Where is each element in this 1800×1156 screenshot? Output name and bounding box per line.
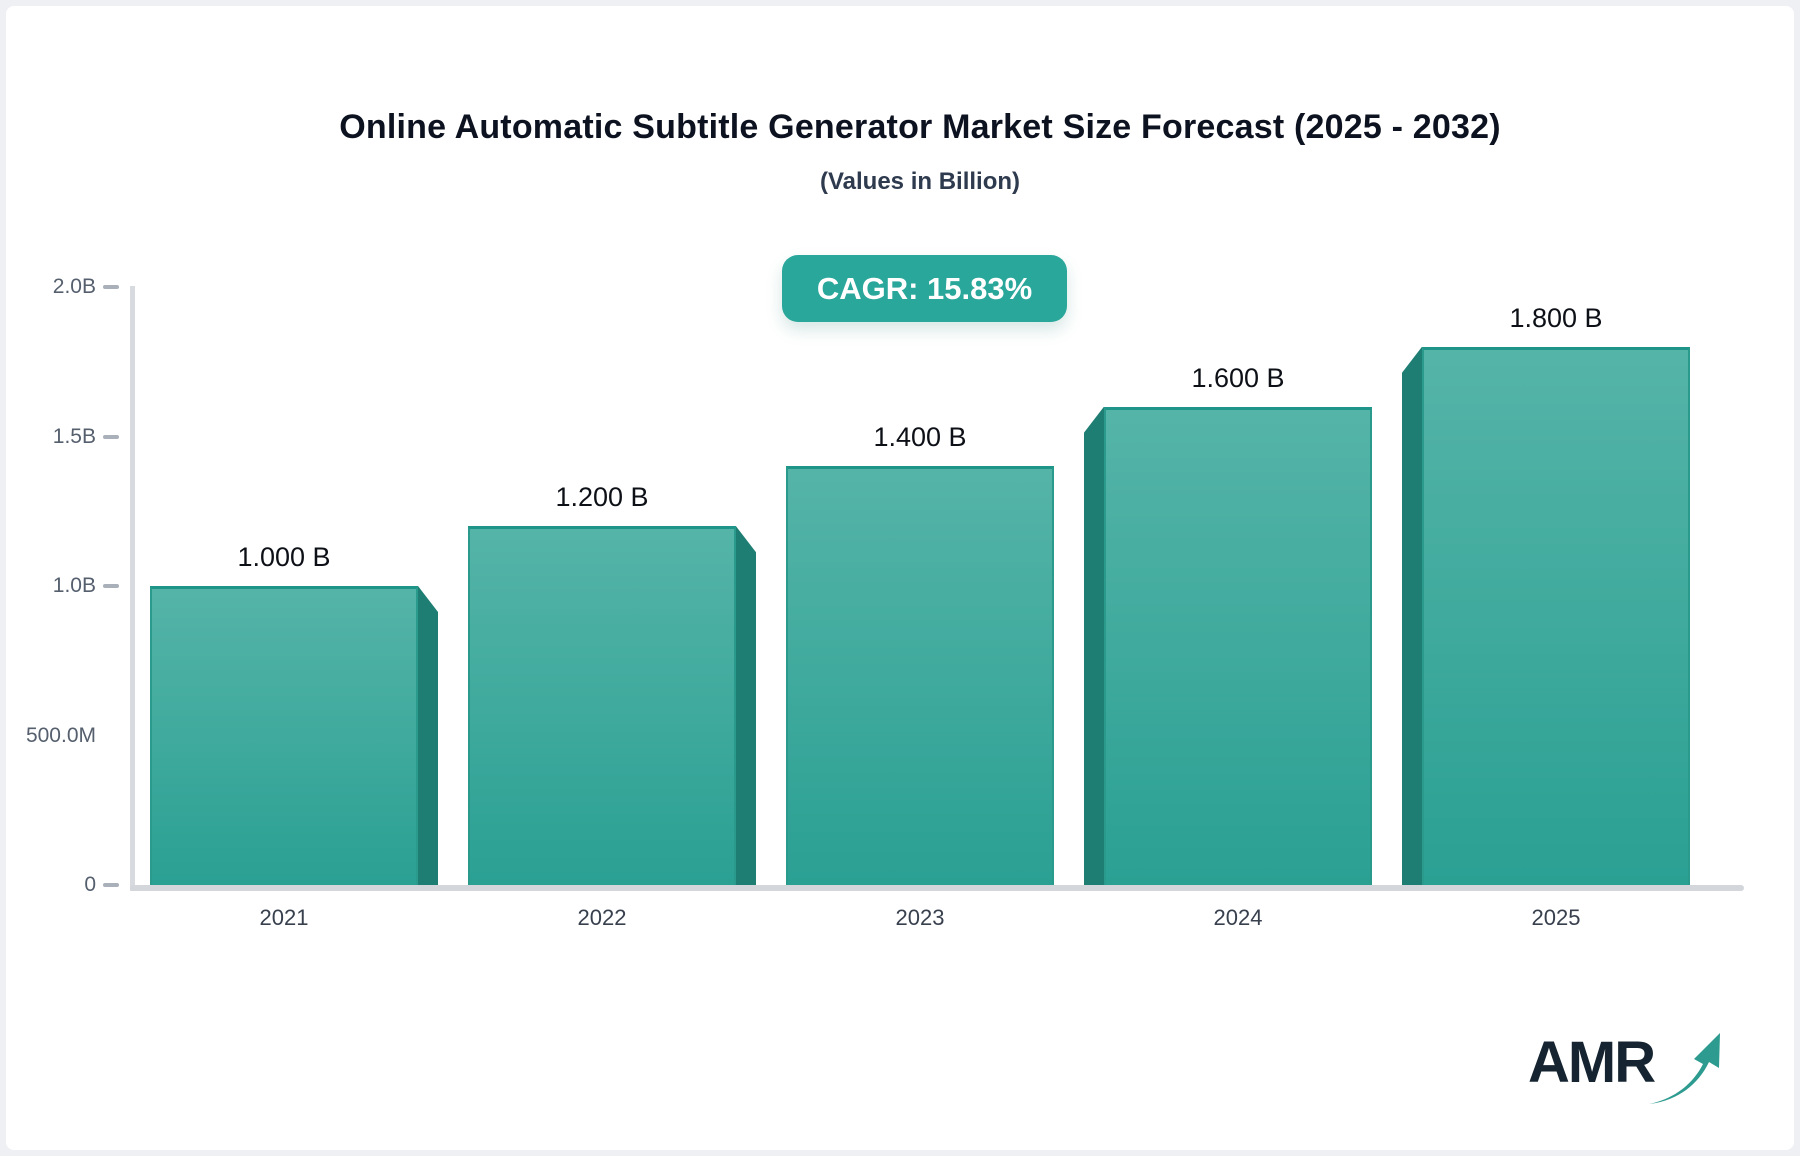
y-tick-label: 1.0B <box>52 574 96 597</box>
growth-arrow-icon <box>1649 1033 1721 1104</box>
x-axis-label: 2023 <box>895 905 945 930</box>
y-tick-label: 500.0M <box>25 723 96 747</box>
amr-logo-text: AMR <box>1528 1030 1656 1095</box>
chart-title: Online Automatic Subtitle Generator Mark… <box>339 108 1501 146</box>
bar-value-label: 1.600 B <box>1191 362 1285 393</box>
y-tick-dash <box>103 434 119 439</box>
bar-value-label: 1.400 B <box>873 422 967 453</box>
y-tick-label: 0 <box>84 873 96 896</box>
x-axis-label: 2021 <box>259 905 309 930</box>
bar-side-face <box>1402 346 1422 885</box>
y-tick-dash <box>103 584 119 588</box>
y-tick-dash <box>103 883 119 887</box>
y-tick-dash <box>103 285 119 289</box>
y-tick-label: 2.0B <box>52 275 96 298</box>
bar-value-label: 1.200 B <box>555 482 649 513</box>
x-axis-label: 2024 <box>1213 905 1263 930</box>
chart-card: Online Automatic Subtitle Generator Mark… <box>6 6 1794 1150</box>
bar <box>468 526 736 885</box>
bar-side-face <box>736 526 756 885</box>
bar <box>1104 406 1372 885</box>
y-tick-label: 1.5B <box>52 424 96 448</box>
cagr-badge: CAGR: 15.83% <box>782 255 1067 322</box>
bar-value-label: 1.000 B <box>237 542 331 572</box>
bar-side-face <box>1084 406 1104 885</box>
x-axis-label: 2025 <box>1531 905 1581 930</box>
bar-side-face <box>418 586 438 885</box>
bar-value-label: 1.800 B <box>1509 302 1603 333</box>
x-axis-baseline <box>130 885 1744 891</box>
bar <box>1422 346 1690 885</box>
x-axis-label: 2022 <box>577 905 627 930</box>
chart-subtitle: (Values in Billion) <box>819 168 1021 195</box>
bar <box>150 586 418 885</box>
amr-logo: AMR <box>1528 1028 1722 1108</box>
bar <box>786 466 1054 885</box>
y-axis-line <box>130 286 135 891</box>
